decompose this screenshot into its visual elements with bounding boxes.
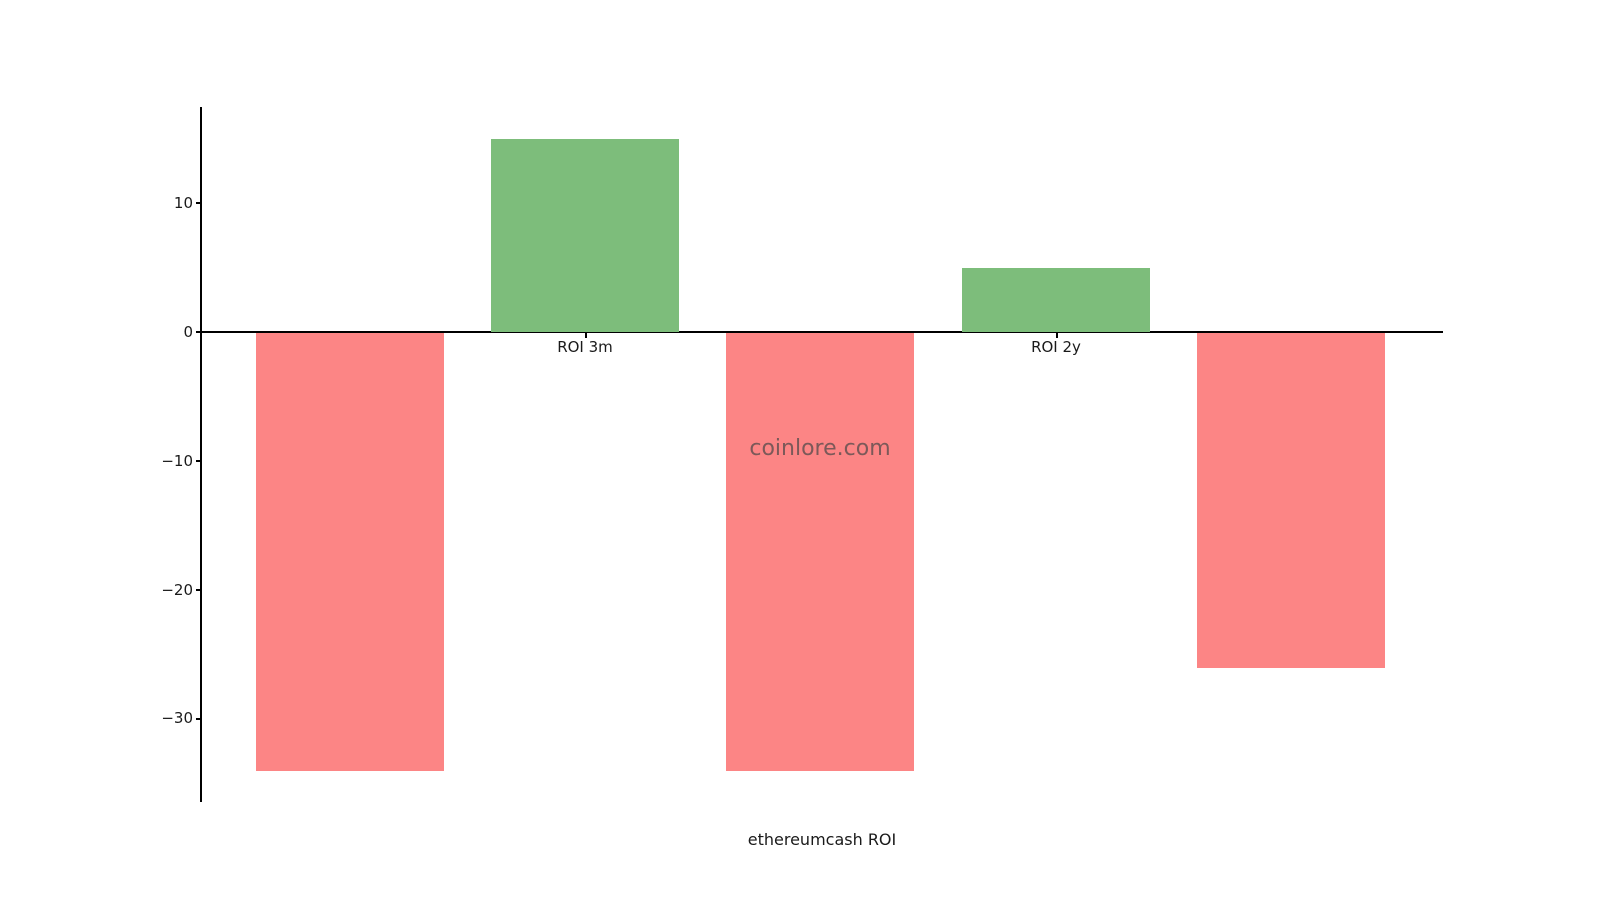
chart-title: ethereumcash ROI xyxy=(747,830,897,849)
y-tick-label: −20 xyxy=(161,581,193,599)
y-tick-mark xyxy=(196,589,201,591)
bar-roi-3m xyxy=(491,139,679,332)
y-tick-label: −10 xyxy=(161,452,193,470)
x-tick-label: ROI 3m xyxy=(557,338,613,356)
x-axis-zero-line xyxy=(201,331,1443,333)
y-tick-mark xyxy=(196,331,201,333)
y-tick-label: 10 xyxy=(173,194,193,212)
bar-roi-4 xyxy=(1197,333,1385,668)
y-tick-mark xyxy=(196,202,201,204)
watermark-text: coinlore.com xyxy=(749,436,891,461)
y-tick-label: 0 xyxy=(183,323,193,341)
y-tick-mark xyxy=(196,460,201,462)
x-tick-mark xyxy=(585,333,587,338)
y-axis-line xyxy=(200,107,202,802)
bar-roi-2 xyxy=(726,333,914,771)
x-tick-mark xyxy=(1056,333,1058,338)
x-tick-label: ROI 2y xyxy=(1031,338,1081,356)
y-tick-label: −30 xyxy=(161,709,193,727)
bar-roi-2y xyxy=(962,268,1150,332)
y-tick-mark xyxy=(196,718,201,720)
bar-roi-0 xyxy=(256,333,444,771)
